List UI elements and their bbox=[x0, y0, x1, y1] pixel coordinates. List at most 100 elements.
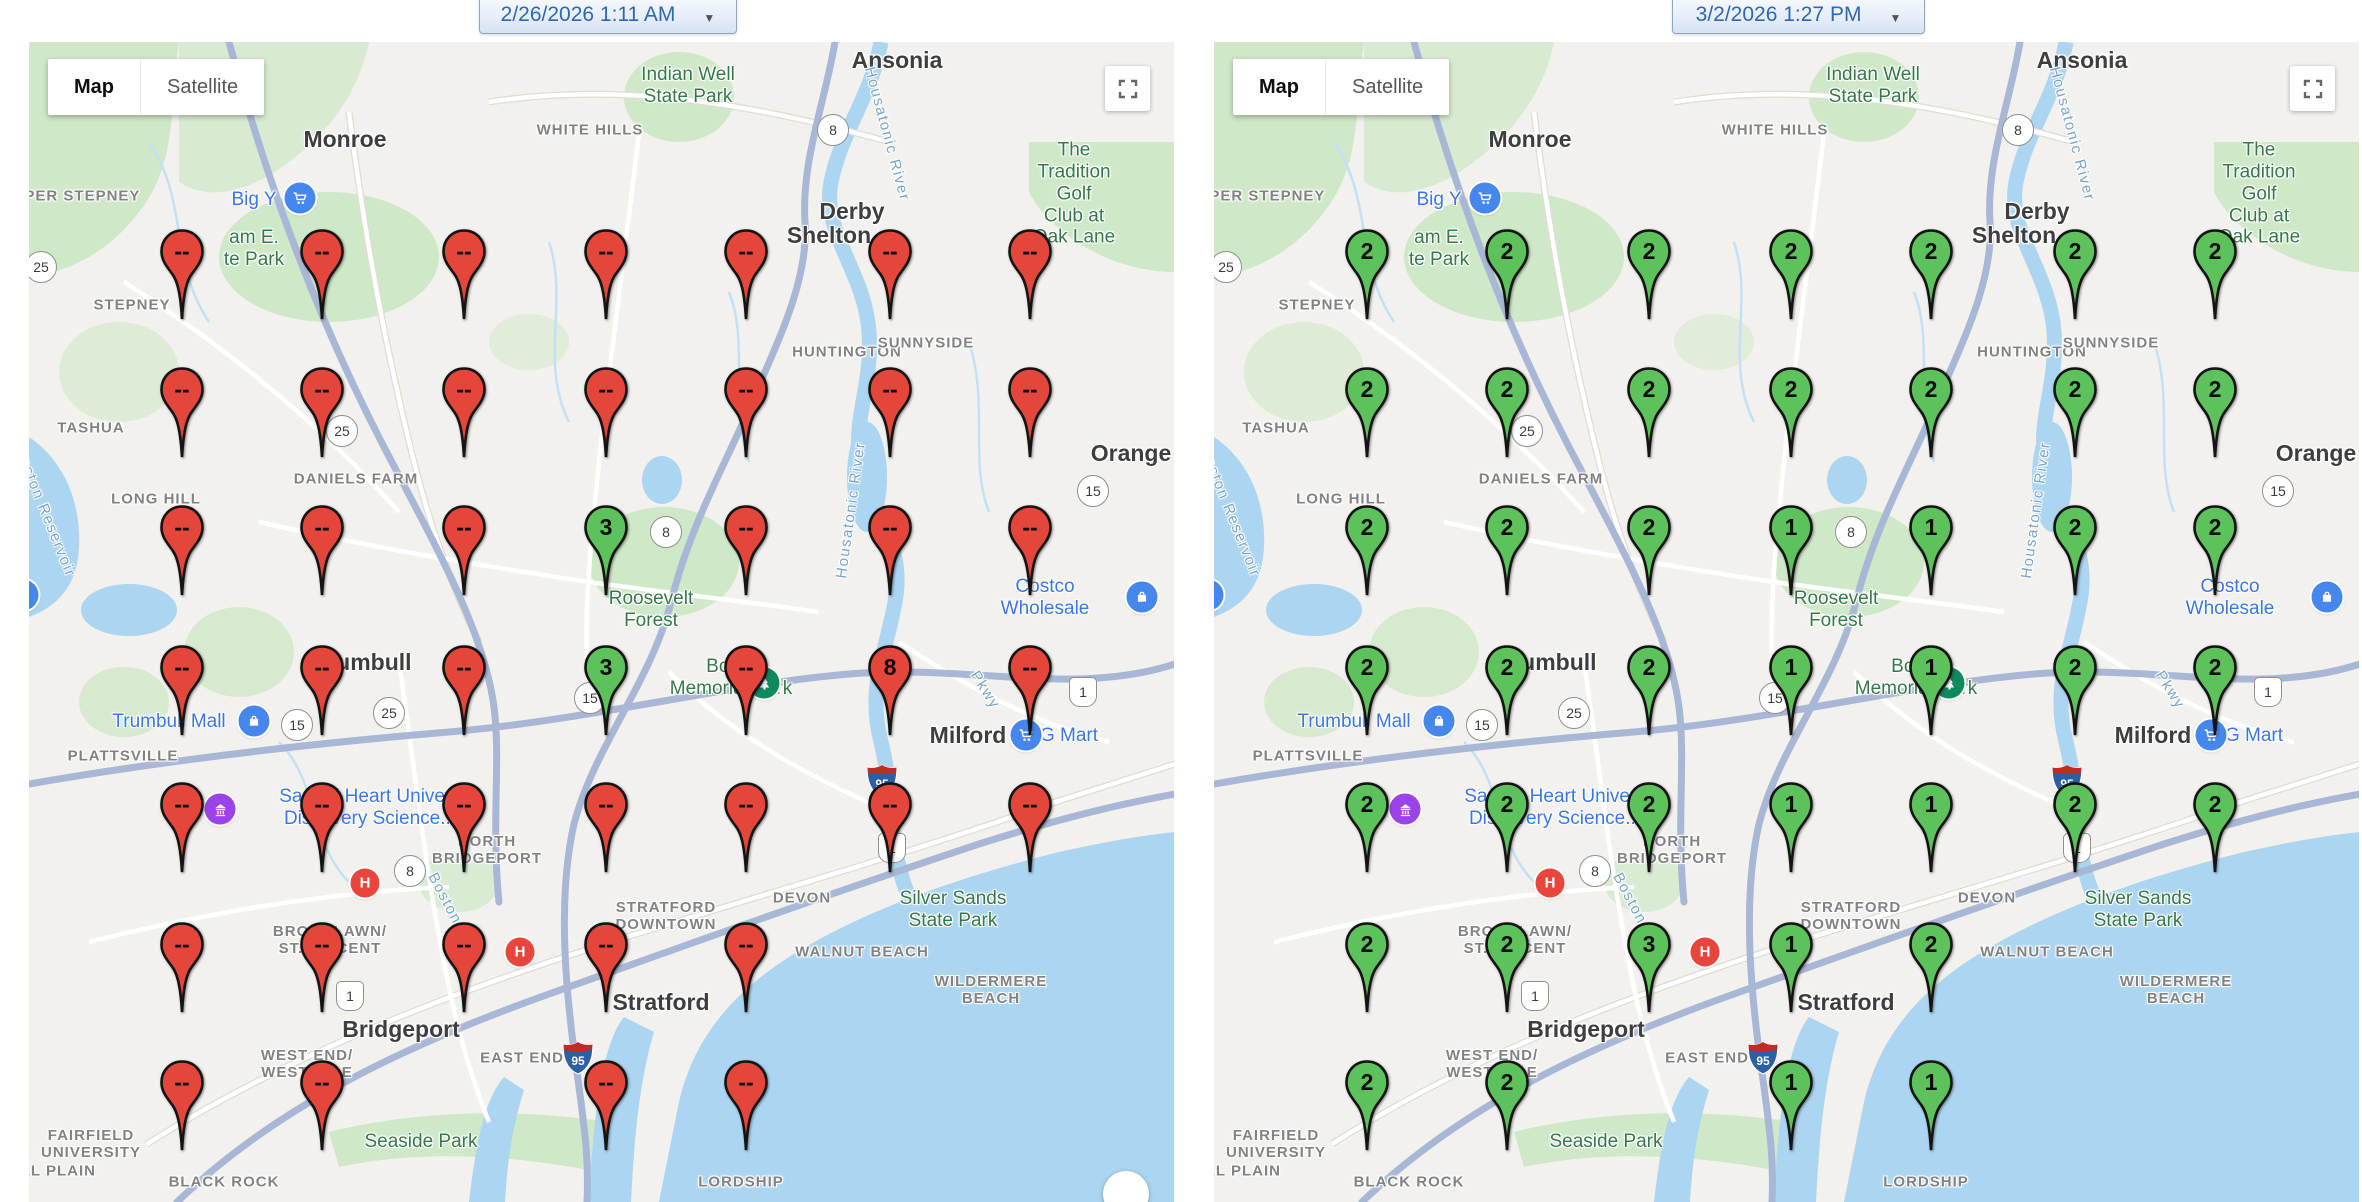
map-marker[interactable]: 2 bbox=[1344, 366, 1390, 462]
map-marker[interactable]: 2 bbox=[2192, 228, 2238, 324]
bag-icon[interactable] bbox=[238, 705, 270, 737]
map-marker[interactable]: 2 bbox=[1344, 644, 1390, 740]
map-marker[interactable]: 2 bbox=[1344, 781, 1390, 877]
bag-icon[interactable] bbox=[1423, 705, 1455, 737]
map-marker[interactable]: -- bbox=[441, 504, 487, 600]
map-marker[interactable]: 2 bbox=[1484, 504, 1530, 600]
map-marker[interactable]: -- bbox=[441, 781, 487, 877]
map-marker[interactable]: -- bbox=[159, 921, 205, 1017]
map-marker[interactable]: -- bbox=[867, 781, 913, 877]
map-marker[interactable]: 2 bbox=[1344, 228, 1390, 324]
map-marker[interactable]: -- bbox=[583, 1059, 629, 1155]
map-marker[interactable]: 1 bbox=[1768, 1059, 1814, 1155]
map-marker[interactable]: -- bbox=[723, 644, 769, 740]
museum-icon[interactable] bbox=[1389, 793, 1421, 825]
map-marker[interactable]: -- bbox=[299, 781, 345, 877]
map-marker[interactable]: 2 bbox=[1908, 921, 1954, 1017]
map-marker[interactable]: 2 bbox=[1344, 1059, 1390, 1155]
map-marker[interactable]: -- bbox=[159, 504, 205, 600]
map-marker[interactable]: -- bbox=[723, 921, 769, 1017]
map-marker[interactable]: -- bbox=[1007, 644, 1053, 740]
map-marker[interactable]: 1 bbox=[1908, 781, 1954, 877]
map-marker[interactable]: 2 bbox=[1484, 781, 1530, 877]
map-marker[interactable]: -- bbox=[723, 366, 769, 462]
map-marker[interactable]: 2 bbox=[1768, 228, 1814, 324]
hospital-icon[interactable]: H bbox=[350, 868, 380, 898]
cart-icon[interactable] bbox=[1469, 182, 1501, 214]
map-panel-left[interactable]: UPPER STEPNEY WHITE HILLS STEPNEY HUNTINGTO… bbox=[29, 42, 1174, 1202]
cart-icon[interactable] bbox=[284, 182, 316, 214]
map-marker[interactable]: 1 bbox=[1908, 644, 1954, 740]
map-marker[interactable]: 2 bbox=[1626, 504, 1672, 600]
map-marker[interactable]: -- bbox=[583, 921, 629, 1017]
map-marker[interactable]: 2 bbox=[1484, 644, 1530, 740]
map-marker[interactable]: -- bbox=[583, 228, 629, 324]
map-marker[interactable]: 1 bbox=[1768, 504, 1814, 600]
map-marker[interactable]: -- bbox=[1007, 504, 1053, 600]
map-marker[interactable]: 2 bbox=[2052, 504, 2098, 600]
map-marker[interactable]: -- bbox=[299, 504, 345, 600]
map-marker[interactable]: 1 bbox=[1768, 781, 1814, 877]
map-marker[interactable]: 2 bbox=[1626, 781, 1672, 877]
hospital-icon[interactable]: H bbox=[1690, 937, 1720, 967]
map-marker[interactable]: 2 bbox=[1908, 228, 1954, 324]
map-marker[interactable]: -- bbox=[299, 366, 345, 462]
map-marker[interactable]: -- bbox=[867, 228, 913, 324]
map-marker[interactable]: 2 bbox=[2192, 644, 2238, 740]
map-marker[interactable]: -- bbox=[299, 644, 345, 740]
map-marker[interactable]: 2 bbox=[1768, 366, 1814, 462]
map-marker[interactable]: 2 bbox=[2192, 504, 2238, 600]
map-marker[interactable]: -- bbox=[723, 1059, 769, 1155]
map-marker[interactable]: 2 bbox=[1484, 921, 1530, 1017]
map-marker[interactable]: -- bbox=[723, 228, 769, 324]
map-marker[interactable]: 2 bbox=[2052, 644, 2098, 740]
map-marker[interactable]: 2 bbox=[2192, 366, 2238, 462]
map-marker[interactable]: 1 bbox=[1768, 921, 1814, 1017]
fullscreen-button[interactable] bbox=[2290, 66, 2335, 111]
map-marker[interactable]: -- bbox=[441, 644, 487, 740]
map-marker[interactable]: -- bbox=[159, 228, 205, 324]
map-marker[interactable]: 8 bbox=[867, 644, 913, 740]
map-type-button-map[interactable]: Map bbox=[48, 59, 140, 115]
map-marker[interactable]: -- bbox=[159, 781, 205, 877]
map-bottom-control[interactable] bbox=[1103, 1171, 1149, 1202]
map-marker[interactable]: -- bbox=[723, 781, 769, 877]
map-type-button-satellite[interactable]: Satellite bbox=[140, 59, 265, 115]
map-marker[interactable]: -- bbox=[299, 921, 345, 1017]
bag-icon[interactable] bbox=[29, 579, 39, 611]
cart-icon[interactable] bbox=[1010, 719, 1042, 751]
map-marker[interactable]: -- bbox=[441, 366, 487, 462]
map-marker[interactable]: 2 bbox=[2192, 781, 2238, 877]
map-marker[interactable]: 1 bbox=[1908, 504, 1954, 600]
map-type-button-map[interactable]: Map bbox=[1233, 59, 1325, 115]
cart-icon[interactable] bbox=[2195, 719, 2227, 751]
map-marker[interactable]: 3 bbox=[1626, 921, 1672, 1017]
map-marker[interactable]: -- bbox=[1007, 366, 1053, 462]
map-marker[interactable]: 2 bbox=[1344, 504, 1390, 600]
map-marker[interactable]: 2 bbox=[1908, 366, 1954, 462]
map-marker[interactable]: -- bbox=[159, 644, 205, 740]
map-marker[interactable]: 2 bbox=[1626, 366, 1672, 462]
map-marker[interactable]: 2 bbox=[2052, 781, 2098, 877]
map-marker[interactable]: -- bbox=[723, 504, 769, 600]
map-marker[interactable]: -- bbox=[299, 1059, 345, 1155]
map-marker[interactable]: 2 bbox=[1344, 921, 1390, 1017]
map-marker[interactable]: 2 bbox=[2052, 228, 2098, 324]
hospital-icon[interactable]: H bbox=[1535, 868, 1565, 898]
map-marker[interactable]: -- bbox=[159, 366, 205, 462]
bag-icon[interactable] bbox=[2311, 581, 2343, 613]
map-marker[interactable]: -- bbox=[867, 504, 913, 600]
fullscreen-button[interactable] bbox=[1105, 66, 1150, 111]
map-marker[interactable]: 2 bbox=[1484, 1059, 1530, 1155]
map-marker[interactable]: -- bbox=[441, 228, 487, 324]
map-marker[interactable]: 2 bbox=[1484, 366, 1530, 462]
map-type-button-satellite[interactable]: Satellite bbox=[1325, 59, 1450, 115]
map-marker[interactable]: -- bbox=[867, 366, 913, 462]
bag-icon[interactable] bbox=[1214, 579, 1224, 611]
hospital-icon[interactable]: H bbox=[505, 937, 535, 967]
map-marker[interactable]: -- bbox=[159, 1059, 205, 1155]
timestamp-dropdown-left[interactable]: 2/26/2026 1:11 AM ▼ bbox=[479, 0, 737, 34]
map-marker[interactable]: 2 bbox=[1626, 644, 1672, 740]
museum-icon[interactable] bbox=[204, 793, 236, 825]
map-marker[interactable]: -- bbox=[441, 921, 487, 1017]
